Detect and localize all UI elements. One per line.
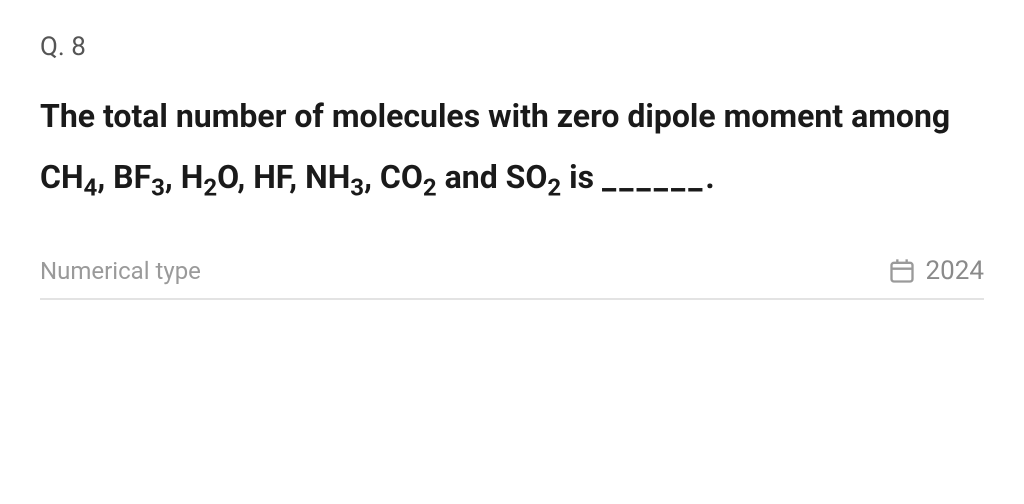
formula-ch4: CH4: [40, 158, 97, 196]
question-body: The total number of molecules with zero …: [40, 86, 984, 208]
question-prefix: The total number of molecules with zero …: [40, 97, 950, 135]
year-group: 2024: [888, 256, 984, 286]
year-text: 2024: [926, 256, 984, 286]
meta-row: Numerical type 2024: [40, 256, 984, 300]
formula-h2o: H2O: [181, 158, 238, 196]
formula-co2: CO2: [380, 158, 437, 196]
question-number: Q. 8: [40, 32, 984, 62]
formula-bf3: BF3: [113, 158, 165, 196]
terminator: .: [705, 158, 714, 196]
formula-hf: HF: [253, 158, 289, 196]
calendar-icon: [888, 257, 916, 285]
question-type-label: Numerical type: [40, 257, 201, 285]
answer-blank: ______: [602, 147, 705, 208]
connector-and: and: [437, 158, 506, 196]
question-suffix: is: [561, 158, 602, 196]
formula-so2: SO2: [506, 158, 562, 196]
formula-nh3: NH3: [305, 158, 364, 196]
